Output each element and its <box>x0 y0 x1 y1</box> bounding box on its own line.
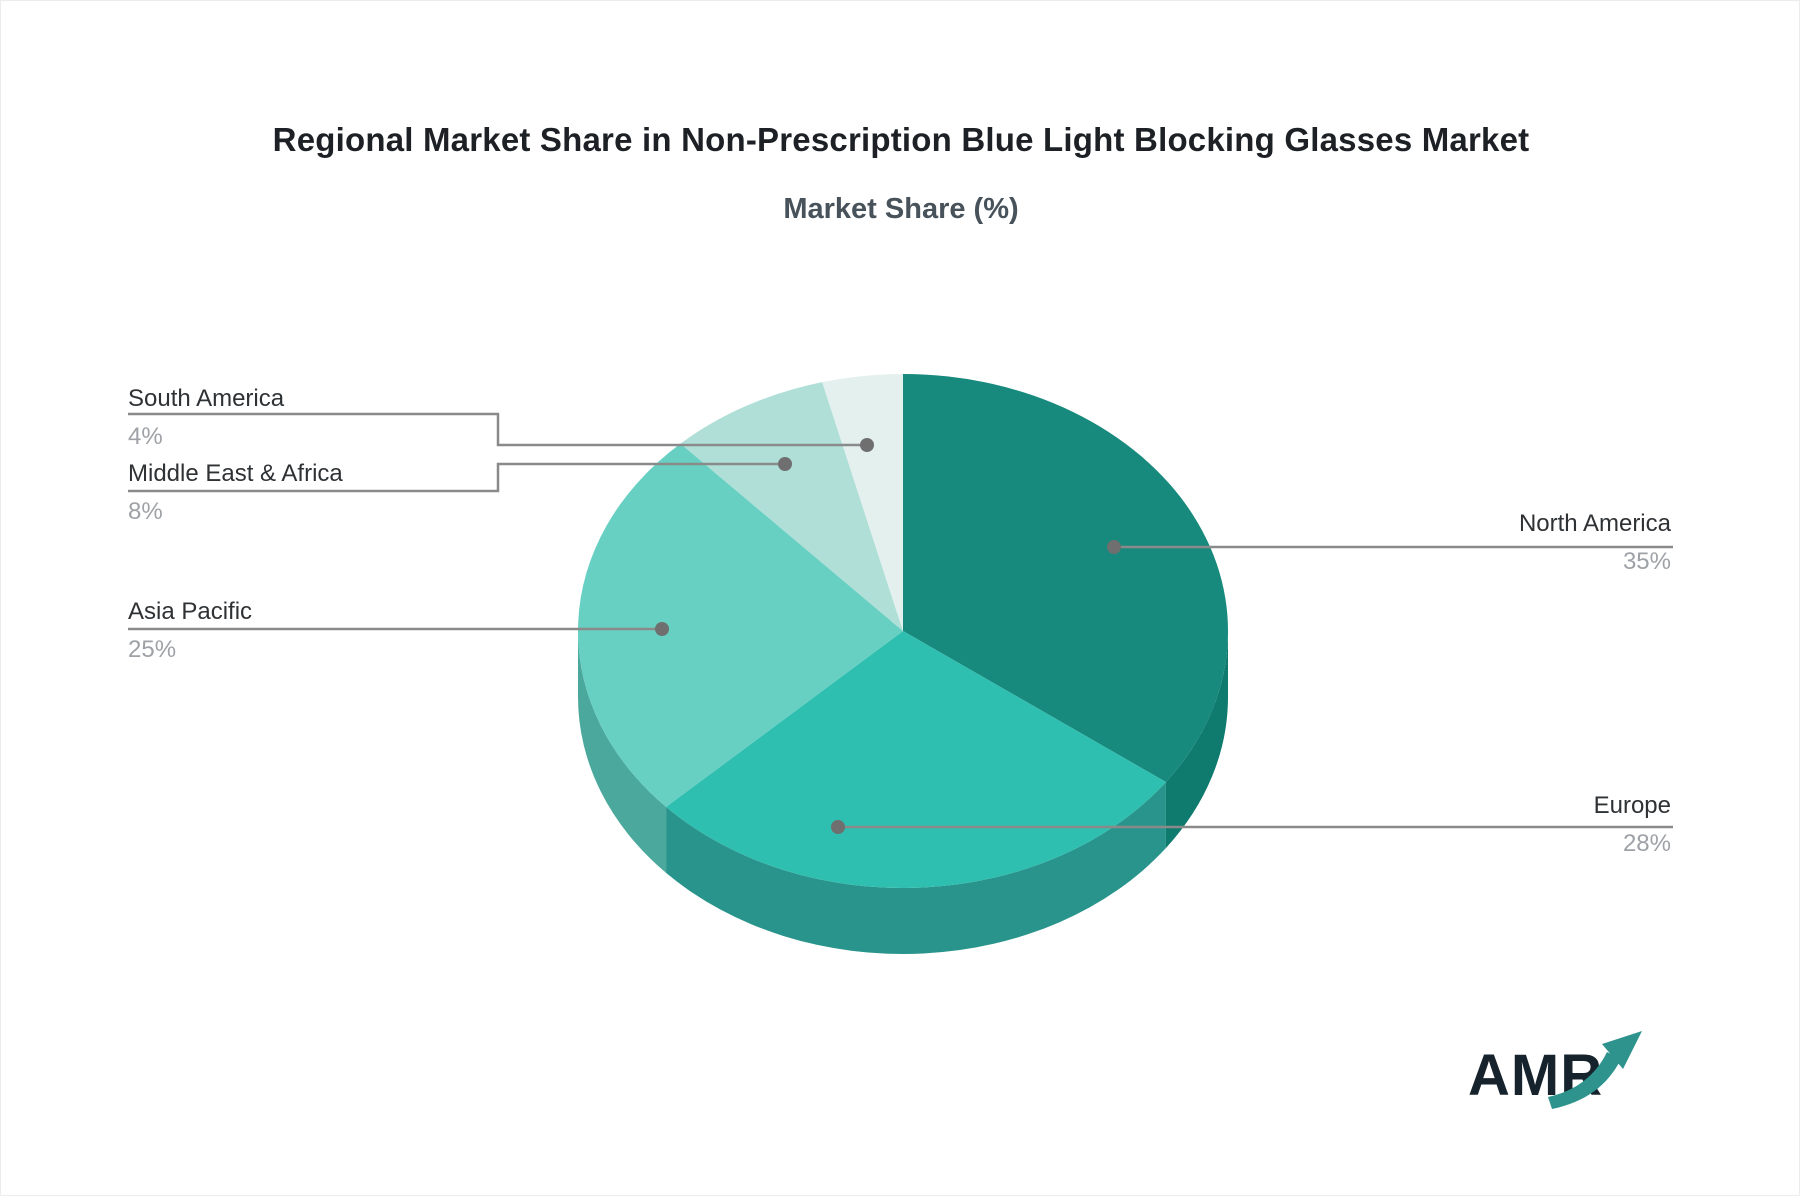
leader-dot-asia-pacific <box>655 622 669 636</box>
amr-logo: AMR <box>1468 1031 1642 1109</box>
slice-label: South America <box>128 385 285 412</box>
pie-slice-north-america <box>903 374 1228 783</box>
slice-label: Asia Pacific <box>128 598 253 625</box>
label-middle-east-africa: Middle East & Africa 8% <box>128 459 343 527</box>
pie-slice-asia-pacific <box>578 443 903 807</box>
label-europe: Europe 28% <box>1594 791 1671 859</box>
pie-slice-south-america <box>822 374 903 631</box>
label-asia-pacific: Asia Pacific 25% <box>128 597 252 665</box>
leader-dot-middle-east-africa <box>778 457 792 471</box>
slice-percent: 28% <box>1622 830 1671 857</box>
leader-line-middle-east-africa <box>128 462 785 493</box>
leader-line-south-america <box>128 412 867 447</box>
pie-rim-asia-pacific <box>578 631 667 873</box>
slice-label: Middle East & Africa <box>128 460 343 487</box>
chart-subtitle: Market Share (%) <box>783 193 1019 225</box>
leader-dot-europe <box>831 820 845 834</box>
leader-dot-north-america <box>1107 540 1121 554</box>
pie-slice-europe <box>666 631 1166 888</box>
slice-percent: 35% <box>1622 548 1671 575</box>
leader-dot-south-america <box>860 438 874 452</box>
logo-arrow-icon <box>1548 1031 1642 1109</box>
label-south-america: South America 4% <box>128 384 284 452</box>
pie-rim-north-america <box>1165 631 1228 849</box>
slice-label: Europe <box>1593 792 1671 819</box>
leader-lines-group <box>128 412 1673 834</box>
pie-rim-group <box>578 631 1228 955</box>
slice-percent: 8% <box>128 498 163 525</box>
slice-label: North America <box>1518 510 1671 537</box>
slice-percent: 25% <box>128 636 177 663</box>
pie-rim-europe <box>666 782 1166 955</box>
chart-title: Regional Market Share in Non-Prescriptio… <box>272 121 1530 158</box>
label-north-america: North America 35% <box>1519 509 1671 577</box>
slice-percent: 4% <box>128 423 163 450</box>
pie-slices-group <box>578 374 1228 888</box>
